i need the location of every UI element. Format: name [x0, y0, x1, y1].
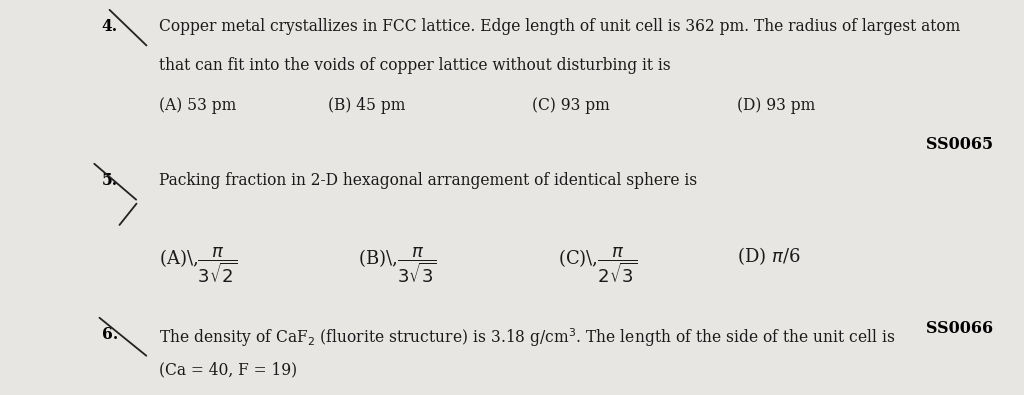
Text: (C) 93 pm: (C) 93 pm	[532, 97, 610, 114]
Text: (Ca = 40, F = 19): (Ca = 40, F = 19)	[159, 361, 297, 378]
Text: The density of CaF$_2$ (fluorite structure) is 3.18 g/cm$^3$. The length of the : The density of CaF$_2$ (fluorite structu…	[159, 326, 895, 348]
Text: (B)\,$\dfrac{\pi}{3\sqrt{3}}$: (B)\,$\dfrac{\pi}{3\sqrt{3}}$	[358, 245, 437, 285]
Text: (D) 93 pm: (D) 93 pm	[737, 97, 815, 114]
Text: Packing fraction in 2-D hexagonal arrangement of identical sphere is: Packing fraction in 2-D hexagonal arrang…	[159, 172, 697, 189]
Text: 6.: 6.	[101, 326, 118, 343]
Text: (B) 45 pm: (B) 45 pm	[328, 97, 406, 114]
Text: (A)\,$\dfrac{\pi}{3\sqrt{2}}$: (A)\,$\dfrac{\pi}{3\sqrt{2}}$	[159, 245, 238, 285]
Text: that can fit into the voids of copper lattice without disturbing it is: that can fit into the voids of copper la…	[159, 57, 671, 74]
Text: 4.: 4.	[101, 18, 118, 35]
Text: (D) $\pi$/6: (D) $\pi$/6	[737, 245, 801, 267]
Text: SS0065: SS0065	[926, 136, 993, 153]
Text: 5.: 5.	[101, 172, 118, 189]
Text: (A) 53 pm: (A) 53 pm	[159, 97, 236, 114]
Text: (C)\,$\dfrac{\pi}{2\sqrt{3}}$: (C)\,$\dfrac{\pi}{2\sqrt{3}}$	[558, 245, 638, 285]
Text: SS0066: SS0066	[926, 320, 993, 337]
Text: Copper metal crystallizes in FCC lattice. Edge length of unit cell is 362 pm. Th: Copper metal crystallizes in FCC lattice…	[159, 18, 959, 35]
